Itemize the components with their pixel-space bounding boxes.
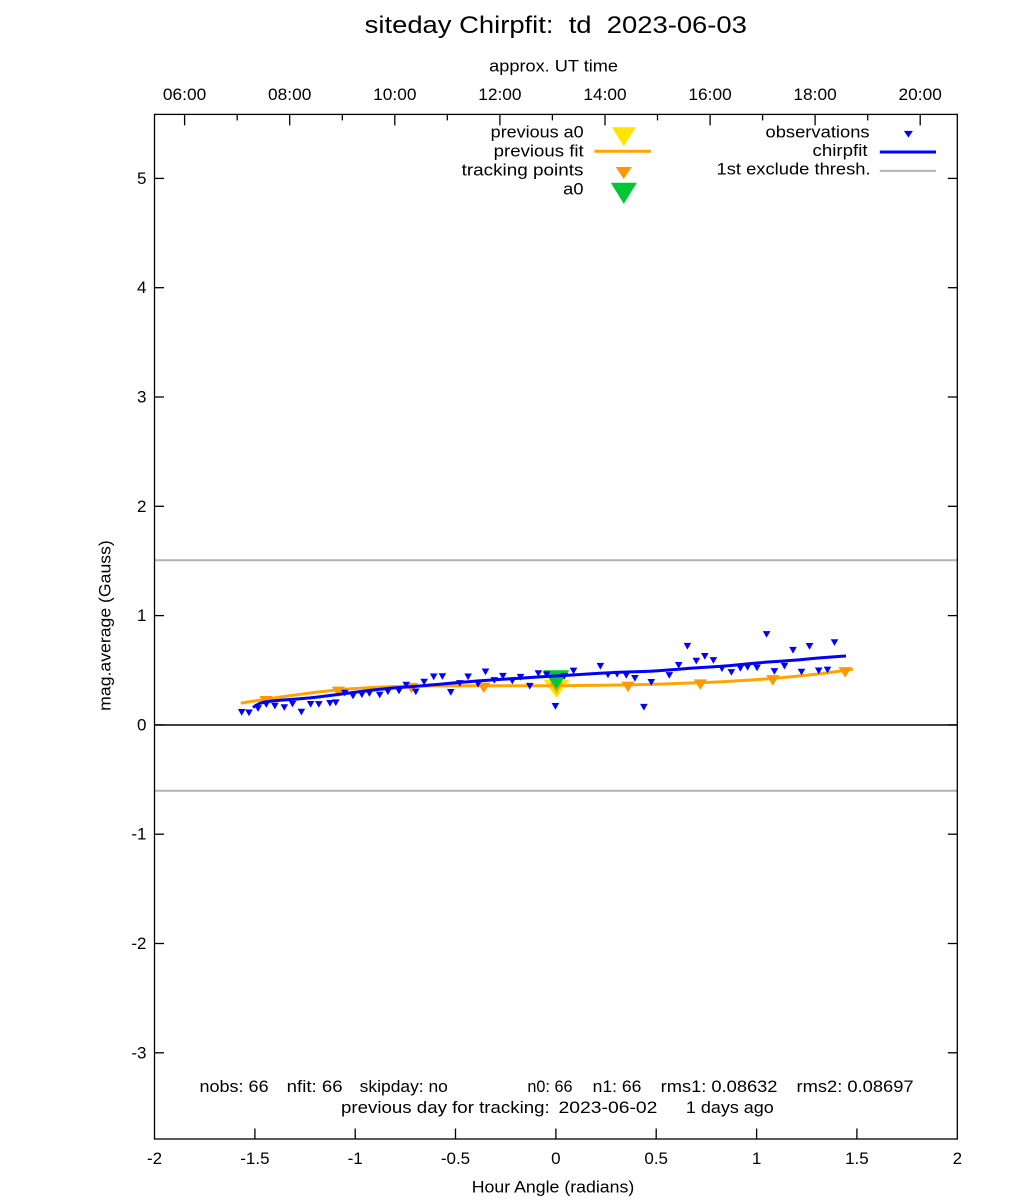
- svg-text:observations: observations: [766, 123, 870, 142]
- svg-text:06:00: 06:00: [163, 85, 206, 104]
- svg-text:1 days ago: 1 days ago: [686, 1098, 774, 1117]
- svg-text:mag.average (Gauss): mag.average (Gauss): [96, 540, 115, 711]
- svg-text:tracking points: tracking points: [462, 161, 584, 180]
- svg-text:1: 1: [137, 606, 146, 625]
- svg-text:2: 2: [137, 497, 146, 516]
- svg-text:previous day for tracking:: previous day for tracking:: [341, 1098, 550, 1117]
- svg-text:5: 5: [137, 169, 146, 188]
- svg-text:skipday: no: skipday: no: [360, 1077, 448, 1096]
- svg-text:16:00: 16:00: [688, 85, 731, 104]
- svg-text:0: 0: [551, 1149, 560, 1168]
- svg-text:10:00: 10:00: [373, 85, 416, 104]
- svg-text:3: 3: [137, 388, 146, 407]
- svg-text:18:00: 18:00: [793, 85, 836, 104]
- svg-text:Hour Angle (radians): Hour Angle (radians): [472, 1178, 635, 1197]
- svg-text:nobs: 66: nobs: 66: [200, 1077, 269, 1096]
- svg-text:-1: -1: [348, 1149, 363, 1168]
- svg-text:approx. UT time: approx. UT time: [489, 56, 618, 75]
- svg-text:0.5: 0.5: [644, 1149, 668, 1168]
- svg-text:rms2: 0.08697: rms2: 0.08697: [797, 1077, 914, 1096]
- svg-text:nfit: 66: nfit: 66: [287, 1077, 343, 1096]
- svg-text:1: 1: [752, 1149, 761, 1168]
- svg-text:rms1: 0.08632: rms1: 0.08632: [661, 1077, 778, 1096]
- svg-text:2: 2: [953, 1149, 962, 1168]
- svg-text:14:00: 14:00: [583, 85, 626, 104]
- svg-text:2023-06-02: 2023-06-02: [559, 1098, 658, 1117]
- svg-text:n1: 66: n1: 66: [593, 1077, 642, 1096]
- svg-text:08:00: 08:00: [268, 85, 311, 104]
- svg-text:-2: -2: [147, 1149, 162, 1168]
- svg-text:a0: a0: [563, 180, 583, 199]
- svg-text:-1.5: -1.5: [240, 1149, 269, 1168]
- svg-text:chirpfit: chirpfit: [813, 141, 868, 160]
- svg-text:previous a0: previous a0: [491, 122, 584, 141]
- svg-text:-1: -1: [131, 825, 146, 844]
- svg-text:siteday Chirpfit: td 2023-06: siteday Chirpfit: td 2023-06-03: [365, 12, 747, 39]
- svg-text:-3: -3: [131, 1043, 146, 1062]
- svg-text:previous fit: previous fit: [494, 142, 584, 161]
- svg-text:4: 4: [137, 278, 146, 297]
- svg-text:1st exclude thresh.: 1st exclude thresh.: [717, 159, 871, 178]
- svg-text:n0: 66: n0: 66: [527, 1077, 572, 1096]
- svg-text:1.5: 1.5: [845, 1149, 869, 1168]
- svg-text:20:00: 20:00: [899, 85, 942, 104]
- svg-text:-2: -2: [131, 934, 146, 953]
- svg-text:12:00: 12:00: [478, 85, 521, 104]
- svg-text:0: 0: [137, 715, 146, 734]
- svg-text:-0.5: -0.5: [441, 1149, 470, 1168]
